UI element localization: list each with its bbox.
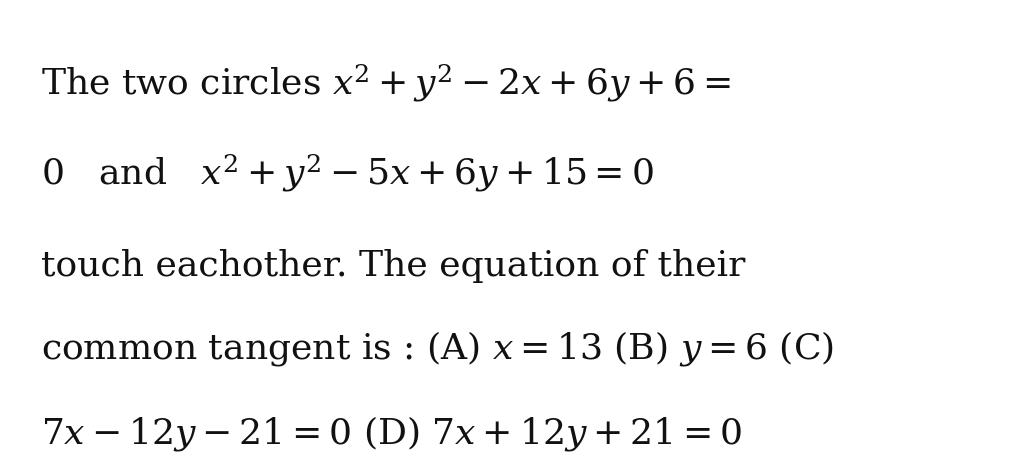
Text: $7x - 12y - 21 = 0$ (D) $7x + 12y + 21 = 0$: $7x - 12y - 21 = 0$ (D) $7x + 12y + 21 =… xyxy=(41,414,742,453)
Text: The two circles $x^2 + y^2 - 2x + 6y + 6 =$: The two circles $x^2 + y^2 - 2x + 6y + 6… xyxy=(41,62,731,104)
Text: common tangent is : (A) $x = 13$ (B) $y = 6$ (C): common tangent is : (A) $x = 13$ (B) $y … xyxy=(41,329,834,368)
Text: $0$   and   $x^2 + y^2 - 5x + 6y + 15 = 0$: $0$ and $x^2 + y^2 - 5x + 6y + 15 = 0$ xyxy=(41,152,653,194)
Text: touch eachother. The equation of their: touch eachother. The equation of their xyxy=(41,249,745,283)
